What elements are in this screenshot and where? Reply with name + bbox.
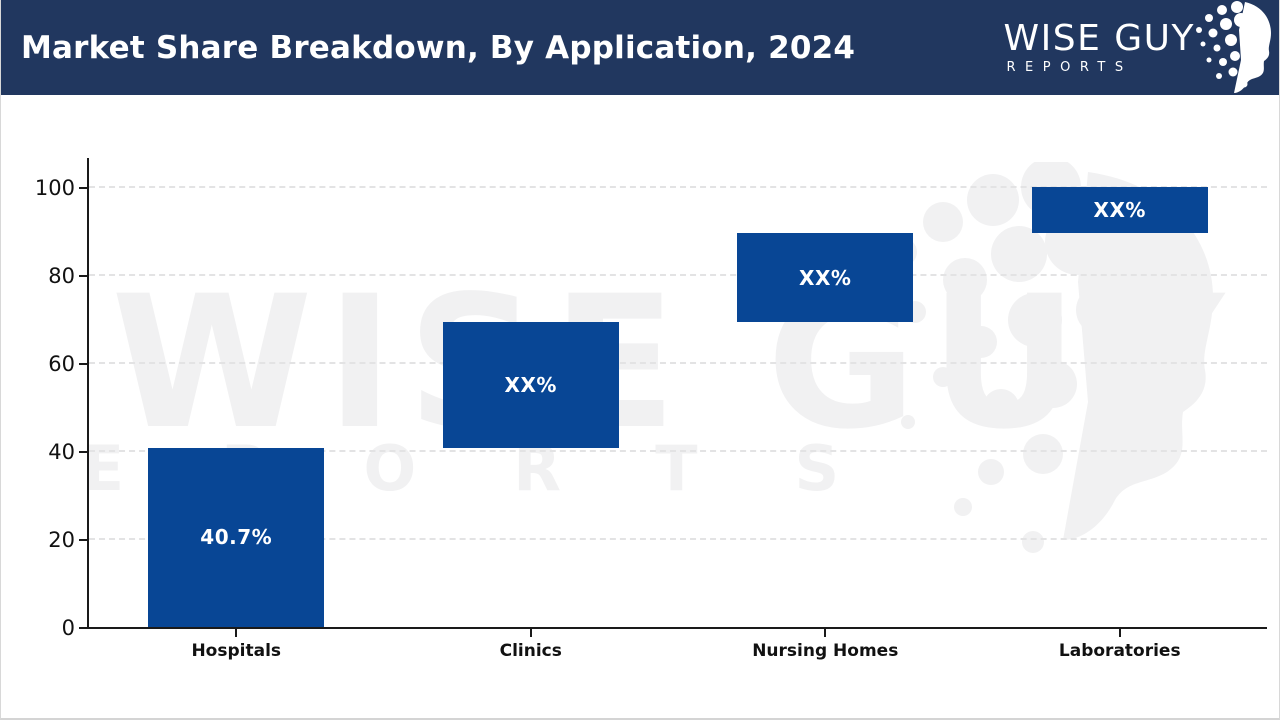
logo-brand-sub: REPORTS	[1006, 59, 1133, 75]
y-tick-80	[79, 275, 87, 277]
y-tick-label-20: 20	[48, 528, 75, 552]
watermark-head-icon	[889, 162, 1213, 553]
y-tick-label-40: 40	[48, 440, 75, 464]
x-tick-1	[235, 629, 238, 637]
x-tick-3	[824, 629, 827, 637]
chart-title: Market Share Breakdown, By Application, …	[21, 29, 856, 66]
x-category-label: Laboratories	[1058, 641, 1181, 661]
y-tick-label-80: 80	[48, 264, 75, 288]
y-axis-spine	[87, 158, 89, 629]
bar-value-label: XX%	[1093, 198, 1146, 223]
x-axis-spine	[87, 627, 1267, 629]
y-tick-20	[79, 539, 87, 541]
y-tick-label-60: 60	[48, 352, 75, 376]
logo-head-icon	[1196, 1, 1271, 93]
x-category-label: Hospitals	[191, 641, 282, 661]
wiseguy-logo: WISE GUY REPORTS	[1004, 0, 1274, 95]
y-tick-40	[79, 451, 87, 453]
y-tick-label-0: 0	[61, 616, 75, 640]
gridline-40	[89, 450, 1267, 452]
x-tick-4	[1118, 629, 1121, 637]
y-tick-label-100: 100	[34, 176, 75, 200]
bar-value-label: 40.7%	[200, 525, 273, 550]
watermark-sub: REPORTS	[0, 432, 937, 505]
logo-brand-name: WISE GUY	[1003, 17, 1195, 59]
logo-text: WISE GUY REPORTS	[1003, 17, 1196, 75]
y-tick-0	[79, 627, 87, 629]
bar-value-label: XX%	[799, 265, 852, 290]
bar-nursing-homes: XX%	[737, 233, 914, 323]
gridline-80	[89, 274, 1267, 276]
gridline-100	[89, 186, 1267, 188]
x-category-label: Nursing Homes	[752, 641, 899, 661]
gridline-60	[89, 362, 1267, 364]
x-tick-2	[529, 629, 532, 637]
bar-clinics: XX%	[442, 322, 619, 448]
bar-laboratories: XX%	[1031, 187, 1208, 234]
y-tick-60	[79, 363, 87, 365]
header-bar: Market Share Breakdown, By Application, …	[1, 0, 1279, 95]
bar-value-label: XX%	[504, 372, 557, 397]
x-category-label: Clinics	[499, 641, 562, 661]
bar-hospitals: 40.7%	[148, 447, 325, 627]
gridline-20	[89, 538, 1267, 540]
y-tick-100	[79, 187, 87, 189]
